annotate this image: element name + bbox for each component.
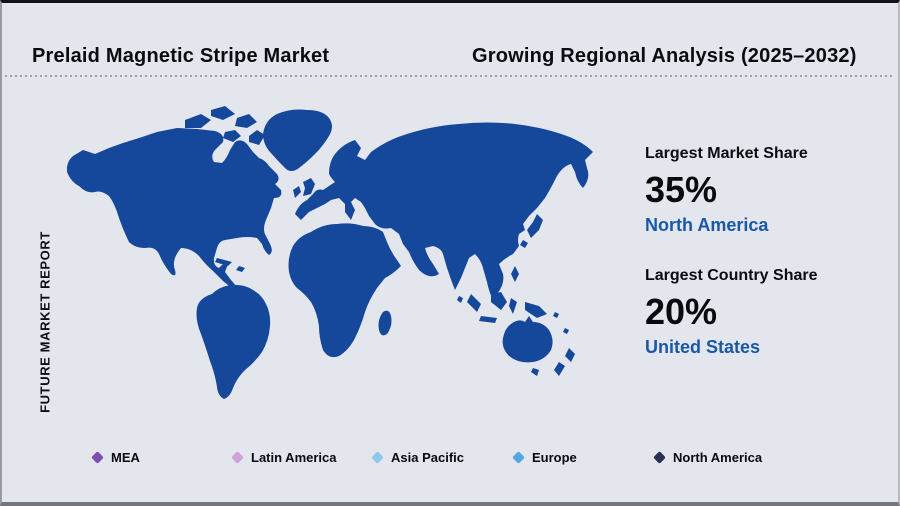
legend-label: Europe xyxy=(532,449,577,465)
legend-diamond-icon xyxy=(371,450,384,464)
watermark-text: FUTURE MARKET REPORT xyxy=(37,231,53,413)
stat-value: 20% xyxy=(645,291,718,332)
legend-diamond-icon xyxy=(653,450,666,464)
legend-label: Asia Pacific xyxy=(391,449,464,465)
legend-item-asia-pacific: Asia Pacific xyxy=(371,448,464,466)
legend-item-europe: Europe xyxy=(512,448,577,466)
stat-value: 35% xyxy=(645,169,718,210)
legend-diamond-icon xyxy=(91,450,104,464)
legend-label: MEA xyxy=(111,449,140,465)
world-map xyxy=(67,98,602,403)
legend-label: North America xyxy=(673,449,763,465)
subtitle: Growing Regional Analysis (2025–2032) xyxy=(472,45,857,67)
legend-diamond-icon xyxy=(512,450,525,464)
page-title: Prelaid Magnetic Stripe Market xyxy=(32,45,330,67)
legend-item-latin-america: Latin America xyxy=(231,448,337,466)
stat-country-share: Largest Country Share 20% United States xyxy=(645,267,885,358)
world-map-svg xyxy=(67,106,593,399)
stat-region: United States xyxy=(645,337,761,357)
stat-label: Largest Market Share xyxy=(645,145,808,162)
stat-region: North America xyxy=(645,215,769,235)
dotted-divider xyxy=(5,75,895,77)
stat-market-share: Largest Market Share 35% North America xyxy=(645,145,885,236)
legend-item-mea: MEA xyxy=(91,448,140,466)
legend-item-north-america: North America xyxy=(653,448,763,466)
legend-diamond-icon xyxy=(231,450,244,464)
legend-label: Latin America xyxy=(251,449,337,465)
stat-label: Largest Country Share xyxy=(645,267,818,284)
